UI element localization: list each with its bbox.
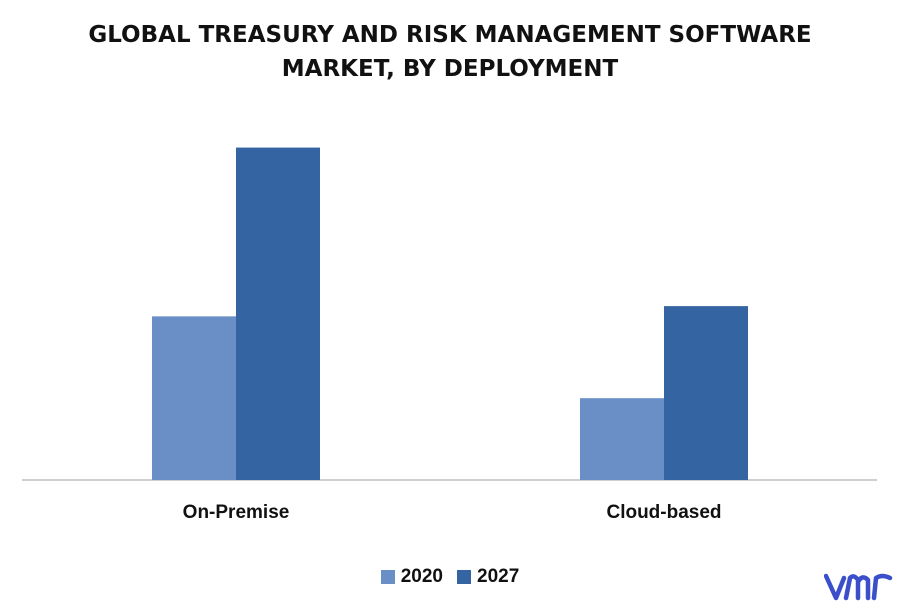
bars-group	[152, 147, 748, 481]
chart-title-line-2: MARKET, BY DEPLOYMENT	[281, 56, 619, 82]
bar-cloud-based-2027	[664, 306, 748, 480]
x-tick-label: Cloud-based	[606, 502, 721, 523]
bar-cloud-based-2020	[580, 398, 664, 480]
bar-on-premise-2020	[152, 316, 236, 480]
legend-swatch-2027	[457, 570, 471, 584]
legend-swatch-2020	[380, 570, 395, 584]
legend-label-2020: 2020	[400, 566, 443, 587]
x-tick-labels: On-Premise Cloud-based	[183, 502, 722, 523]
x-tick-label: On-Premise	[183, 502, 290, 523]
legend: 2020 2027	[0, 566, 900, 588]
legend-item-2027: 2027	[457, 566, 519, 588]
legend-label-2027: 2027	[477, 566, 520, 587]
chart-title: GLOBAL TREASURY AND RISK MANAGEMENT SOFT…	[0, 18, 900, 86]
vmr-logo	[824, 573, 893, 601]
bar-on-premise-2027	[236, 147, 320, 481]
chart-title-line-1: GLOBAL TREASURY AND RISK MANAGEMENT SOFT…	[88, 22, 812, 48]
legend-item-2020: 2020	[380, 566, 443, 588]
